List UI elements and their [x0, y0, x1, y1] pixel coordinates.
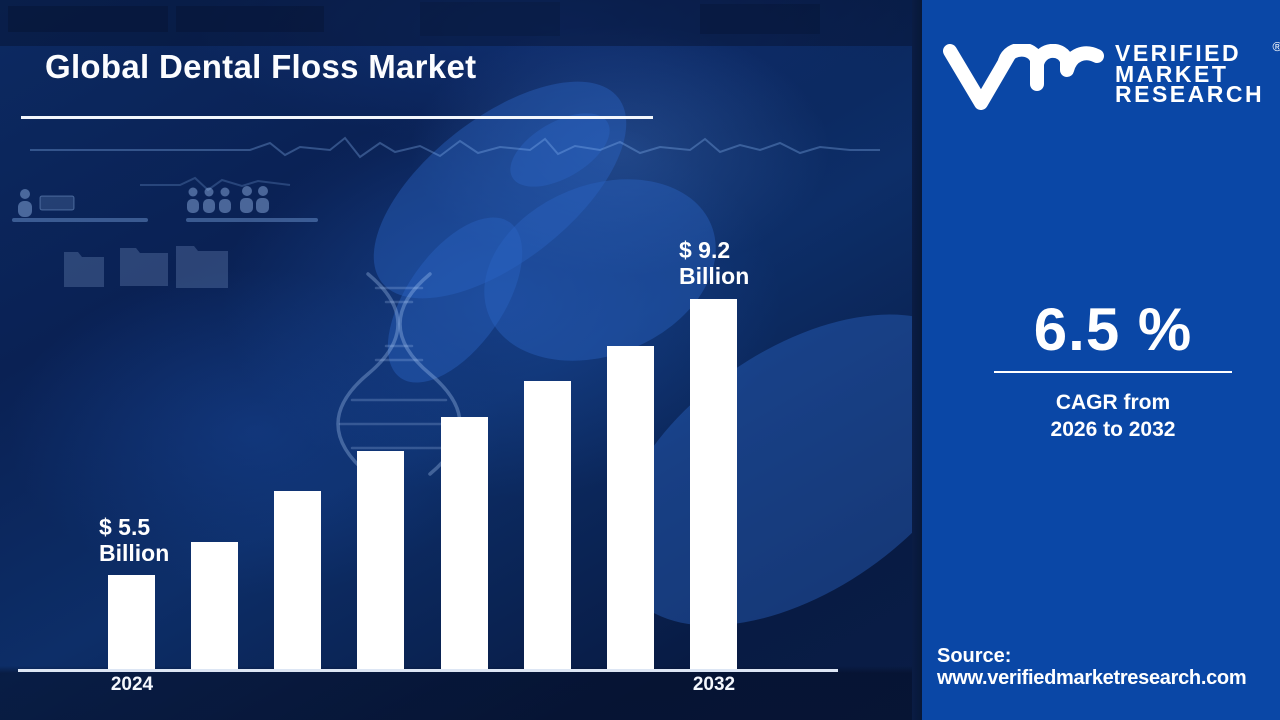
- brand-word-3: RESEARCH: [1115, 81, 1265, 107]
- bar-col-6: [523, 381, 571, 670]
- source-url[interactable]: www.verifiedmarketresearch.com: [937, 667, 1247, 689]
- x-tick-2032: 2032: [692, 674, 736, 695]
- bar-col-4: [357, 451, 405, 670]
- value-line: $ 5.5: [99, 514, 151, 540]
- panel-divider: [912, 0, 922, 720]
- vmr-monogram-icon: [943, 44, 1104, 110]
- brand-logo: VERIFIED MARKET RESEARCH ®: [922, 0, 1280, 130]
- bar-col-2: [191, 542, 239, 670]
- brand-wordmark: VERIFIED MARKET RESEARCH ®: [1115, 39, 1280, 107]
- cagr-underline: [994, 371, 1232, 373]
- last-bar-value-label: $ 9.2 Billion: [679, 237, 749, 289]
- info-sidebar: VERIFIED MARKET RESEARCH ® 6.5 % CAGR fr…: [922, 0, 1280, 720]
- chart-panel: Global Dental Floss Market $ 5.5 Billion…: [0, 0, 912, 720]
- value-line: Billion: [679, 263, 750, 289]
- source-label: Source:: [937, 645, 1012, 667]
- bar-col-7: [606, 346, 654, 670]
- cagr-caption-line-1: CAGR from: [1055, 391, 1171, 414]
- cagr-caption-line-2: 2026 to 2032: [1050, 418, 1176, 441]
- bar-chart: $ 5.5 Billion $ 9.2 Billion 2024 2032: [18, 0, 838, 695]
- bar-series: [108, 0, 737, 670]
- cagr-stat: 6.5 % CAGR from 2026 to 2032: [934, 298, 1280, 443]
- value-line: $ 9.2: [679, 237, 731, 263]
- bar-col-3: [274, 491, 322, 670]
- bar-col-5: [440, 417, 488, 670]
- registered-trademark-icon: ®: [1272, 39, 1280, 54]
- bar-2024: [108, 575, 155, 670]
- page-title: Global Dental Floss Market: [45, 48, 477, 85]
- x-tick-2024: 2024: [110, 674, 154, 695]
- brand-word-1: VERIFIED: [1115, 40, 1242, 66]
- title-underline: [21, 116, 653, 119]
- source-block: Source: www.verifiedmarketresearch.com: [937, 645, 1247, 689]
- first-bar-value-label: $ 5.5 Billion: [99, 514, 169, 566]
- brand-word-2: MARKET: [1115, 60, 1229, 87]
- value-line: Billion: [99, 540, 170, 566]
- x-axis-line: [18, 669, 838, 672]
- cagr-caption: CAGR from 2026 to 2032: [934, 389, 1280, 443]
- bar-2032: [689, 299, 737, 670]
- cagr-value: 6.5 %: [1033, 296, 1193, 363]
